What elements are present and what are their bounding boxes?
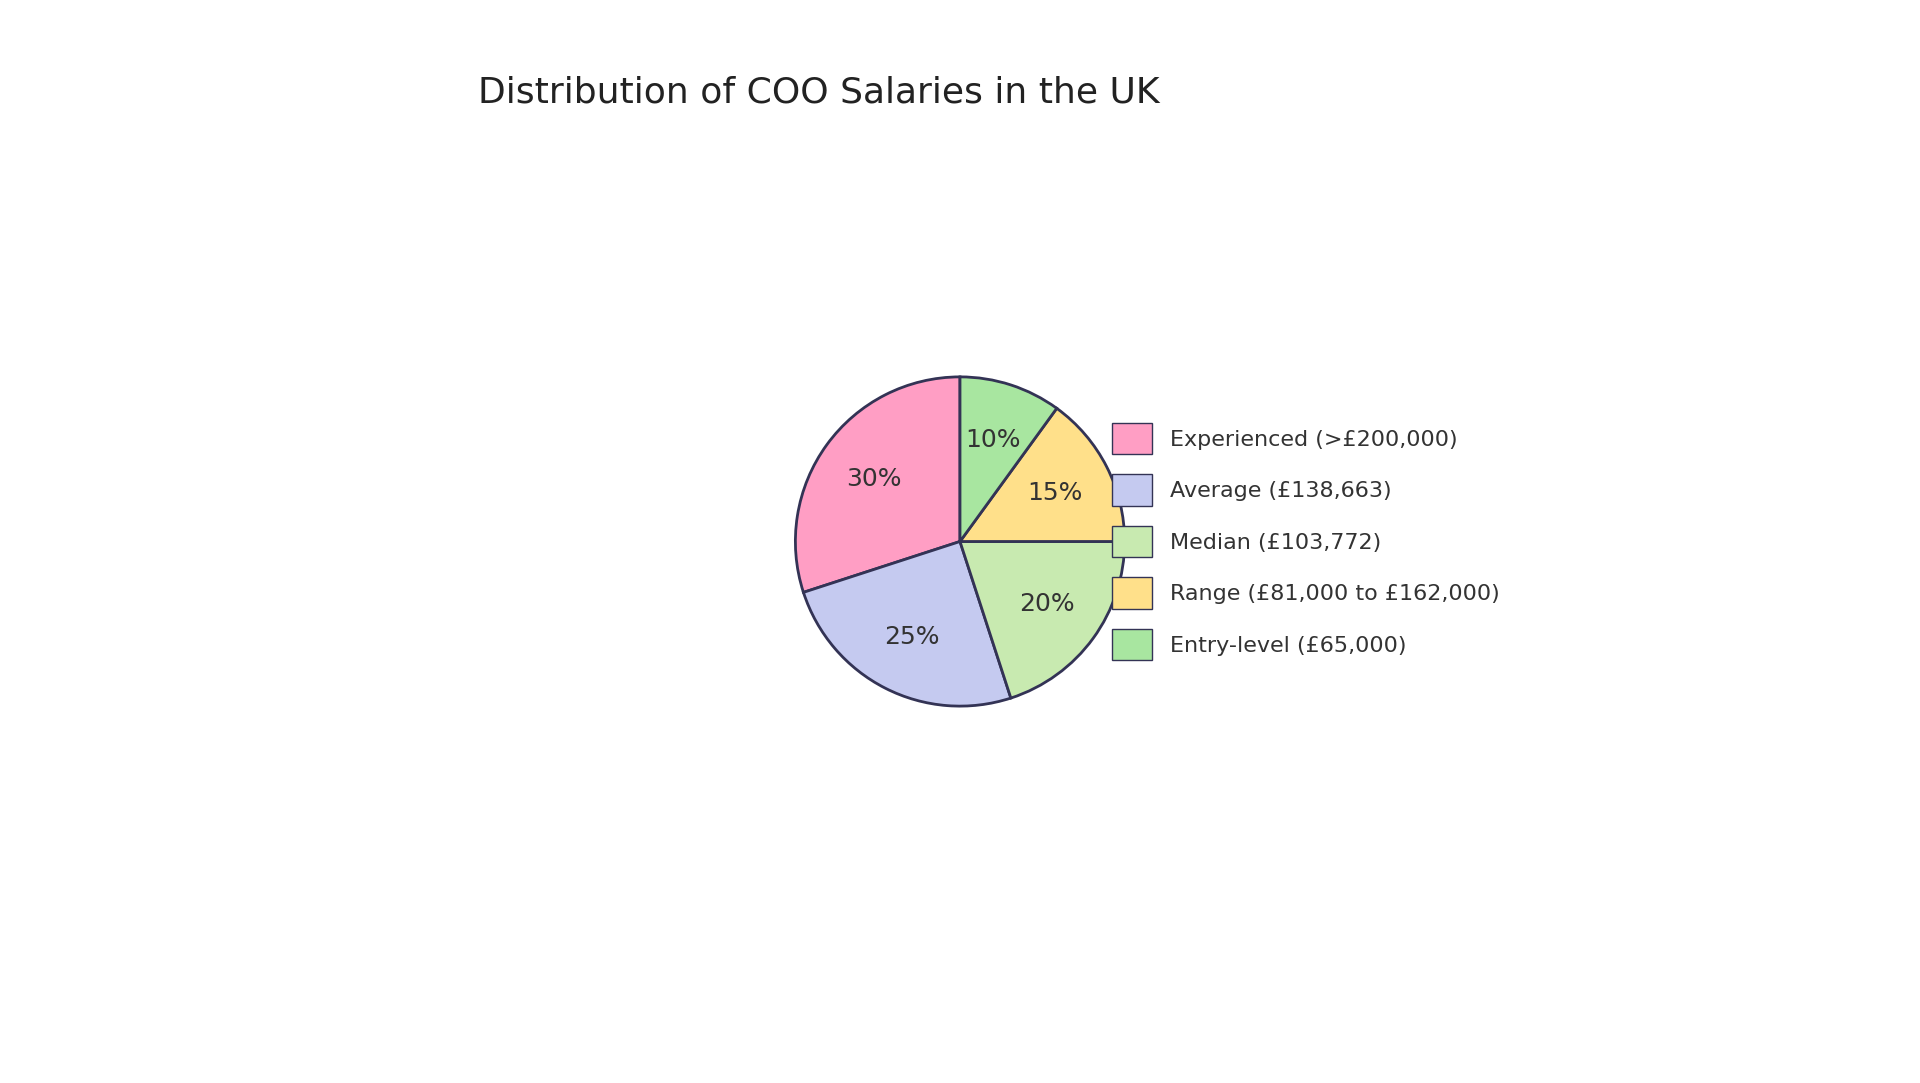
Text: 10%: 10% (966, 428, 1021, 452)
Wedge shape (960, 542, 1125, 699)
Text: 30%: 30% (845, 467, 900, 491)
Wedge shape (960, 377, 1056, 542)
Wedge shape (803, 542, 1010, 706)
Text: Distribution of COO Salaries in the UK: Distribution of COO Salaries in the UK (478, 76, 1160, 109)
Text: 20%: 20% (1020, 592, 1075, 616)
Text: 25%: 25% (883, 625, 939, 649)
Legend: Experienced (>£200,000), Average (£138,663), Median (£103,772), Range (£81,000 t: Experienced (>£200,000), Average (£138,6… (1100, 412, 1511, 671)
Wedge shape (960, 408, 1125, 542)
Text: 15%: 15% (1027, 481, 1083, 505)
Wedge shape (795, 377, 960, 592)
